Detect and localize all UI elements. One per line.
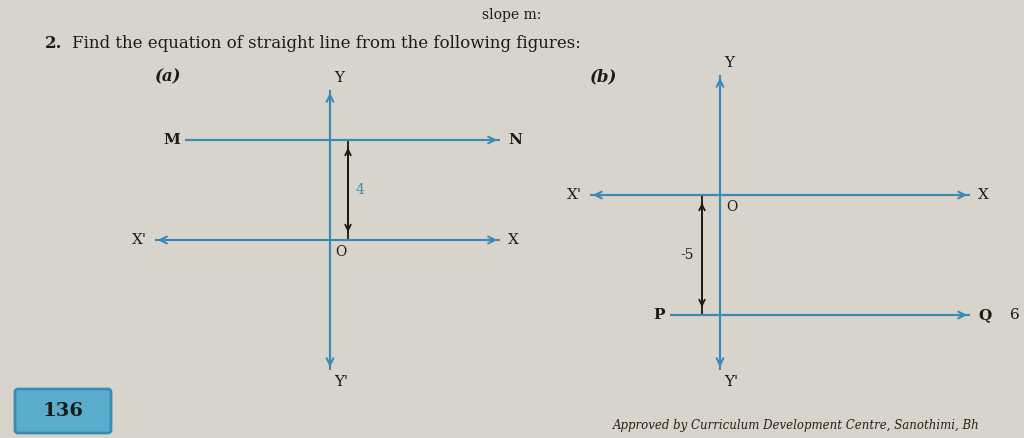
Text: 136: 136	[43, 402, 84, 420]
Text: 6: 6	[1010, 308, 1020, 322]
Text: P: P	[653, 308, 665, 322]
Text: Y': Y'	[724, 375, 738, 389]
Text: X': X'	[132, 233, 147, 247]
Text: 4: 4	[356, 183, 365, 197]
Text: X: X	[508, 233, 519, 247]
Text: Y: Y	[724, 56, 734, 70]
Text: Y': Y'	[334, 375, 348, 389]
Text: Q: Q	[978, 308, 991, 322]
Text: N: N	[508, 133, 522, 147]
FancyBboxPatch shape	[15, 389, 111, 433]
Text: slope m:: slope m:	[482, 8, 542, 22]
Text: Y: Y	[334, 71, 344, 85]
Text: Find the equation of straight line from the following figures:: Find the equation of straight line from …	[72, 35, 581, 52]
Text: (b): (b)	[590, 68, 617, 85]
Text: -5: -5	[681, 248, 694, 262]
Text: X: X	[978, 188, 989, 202]
Text: X': X'	[567, 188, 582, 202]
Text: O: O	[335, 245, 346, 259]
Text: M: M	[163, 133, 180, 147]
Text: Approved by Curriculum Development Centre, Sanothimi, Bh: Approved by Curriculum Development Centr…	[613, 418, 980, 431]
Text: O: O	[726, 200, 737, 214]
Text: (a): (a)	[155, 68, 181, 85]
Text: 2.: 2.	[45, 35, 62, 52]
